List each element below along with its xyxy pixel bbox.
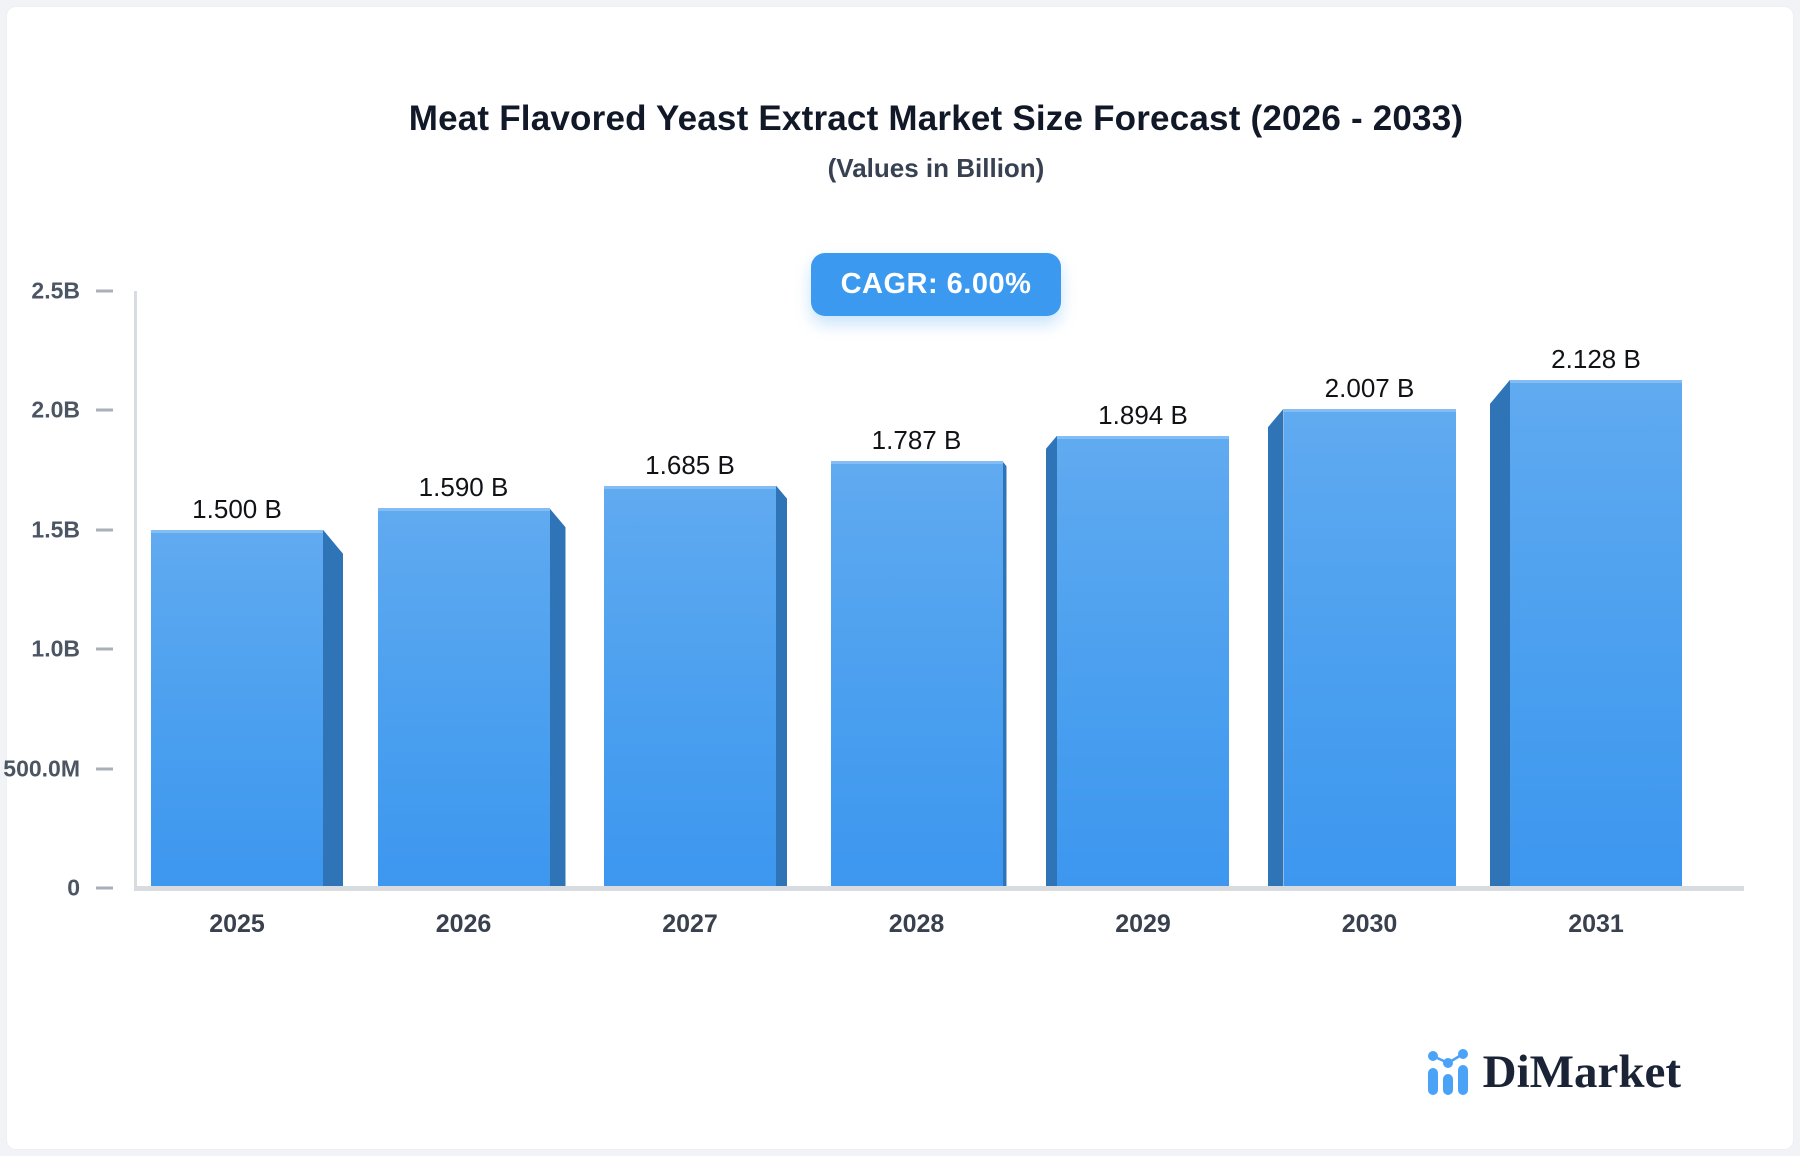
x-axis-label-2027: 2027	[662, 910, 718, 938]
y-axis-line	[134, 291, 137, 888]
bar-value-label: 1.787 B	[871, 425, 962, 456]
x-axis-label-2026: 2026	[435, 910, 492, 938]
bar-value-label: 1.500 B	[192, 493, 282, 524]
bar-side-2028	[1002, 461, 1007, 888]
y-axis-label: 2.5B	[31, 277, 80, 304]
x-axis-baseline	[134, 886, 1744, 891]
bar-side-2027	[776, 485, 787, 888]
bar-2026[interactable]	[377, 508, 550, 888]
bar-2025[interactable]	[151, 529, 323, 888]
chart-subtitle: (Values in Billion)	[827, 153, 1045, 183]
bar-2029[interactable]	[1057, 435, 1229, 888]
bar-value-label: 1.685 B	[645, 449, 735, 480]
y-tick-mark	[96, 767, 113, 771]
y-tick-mark	[96, 528, 113, 532]
plot-area: 2.5B 2.0B 1.5B 1.0B 500.0M 0 1.500 B 2025 1.590 …	[3, 278, 1744, 938]
chart-card: Meat Flavored Yeast Extract Market Size …	[3, 6, 1794, 1150]
x-axis-label-2025: 2025	[209, 910, 265, 938]
x-axis-label-2029: 2029	[1115, 910, 1171, 938]
bar-value-label: 1.590 B	[418, 472, 509, 503]
bar-2027[interactable]	[604, 485, 776, 888]
y-tick-mark	[96, 408, 113, 412]
bar-side-2030	[1267, 408, 1284, 888]
y-axis-label: 0	[67, 874, 80, 901]
y-tick-mark	[96, 886, 113, 890]
bar-side-2026	[549, 508, 566, 888]
chart-title: Meat Flavored Yeast Extract Market Size …	[408, 99, 1464, 138]
bar-side-2025	[323, 529, 343, 888]
brand-name: DiMarket	[1482, 1046, 1681, 1099]
bar-value-label: 2.128 B	[1551, 343, 1641, 374]
bar-chart-icon	[1427, 1049, 1468, 1095]
y-axis-label: 1.5B	[31, 516, 80, 543]
bar-value-label: 1.894 B	[1098, 399, 1188, 430]
brand-logo: DiMarket	[1426, 1046, 1681, 1099]
bar-value-label: 2.007 B	[1324, 372, 1415, 403]
bar-side-2031	[1490, 379, 1510, 888]
y-axis-label: 2.0B	[31, 396, 80, 423]
x-axis-label-2031: 2031	[1568, 910, 1624, 938]
y-tick-mark	[96, 289, 113, 293]
y-axis-label: 500.0M	[3, 755, 80, 782]
x-axis-label-2028: 2028	[888, 910, 945, 938]
bar-side-2029	[1046, 435, 1057, 888]
cagr-badge: CAGR: 6.00%	[810, 253, 1062, 316]
y-axis-label: 1.0B	[31, 635, 80, 662]
x-axis-label-2030: 2030	[1341, 910, 1398, 938]
bar-2030[interactable]	[1283, 408, 1456, 888]
y-tick-mark	[96, 647, 113, 651]
bar-2031[interactable]	[1510, 379, 1682, 888]
bar-2028[interactable]	[830, 461, 1003, 888]
cagr-badge-wrap: CAGR: 6.00%	[134, 253, 1738, 316]
